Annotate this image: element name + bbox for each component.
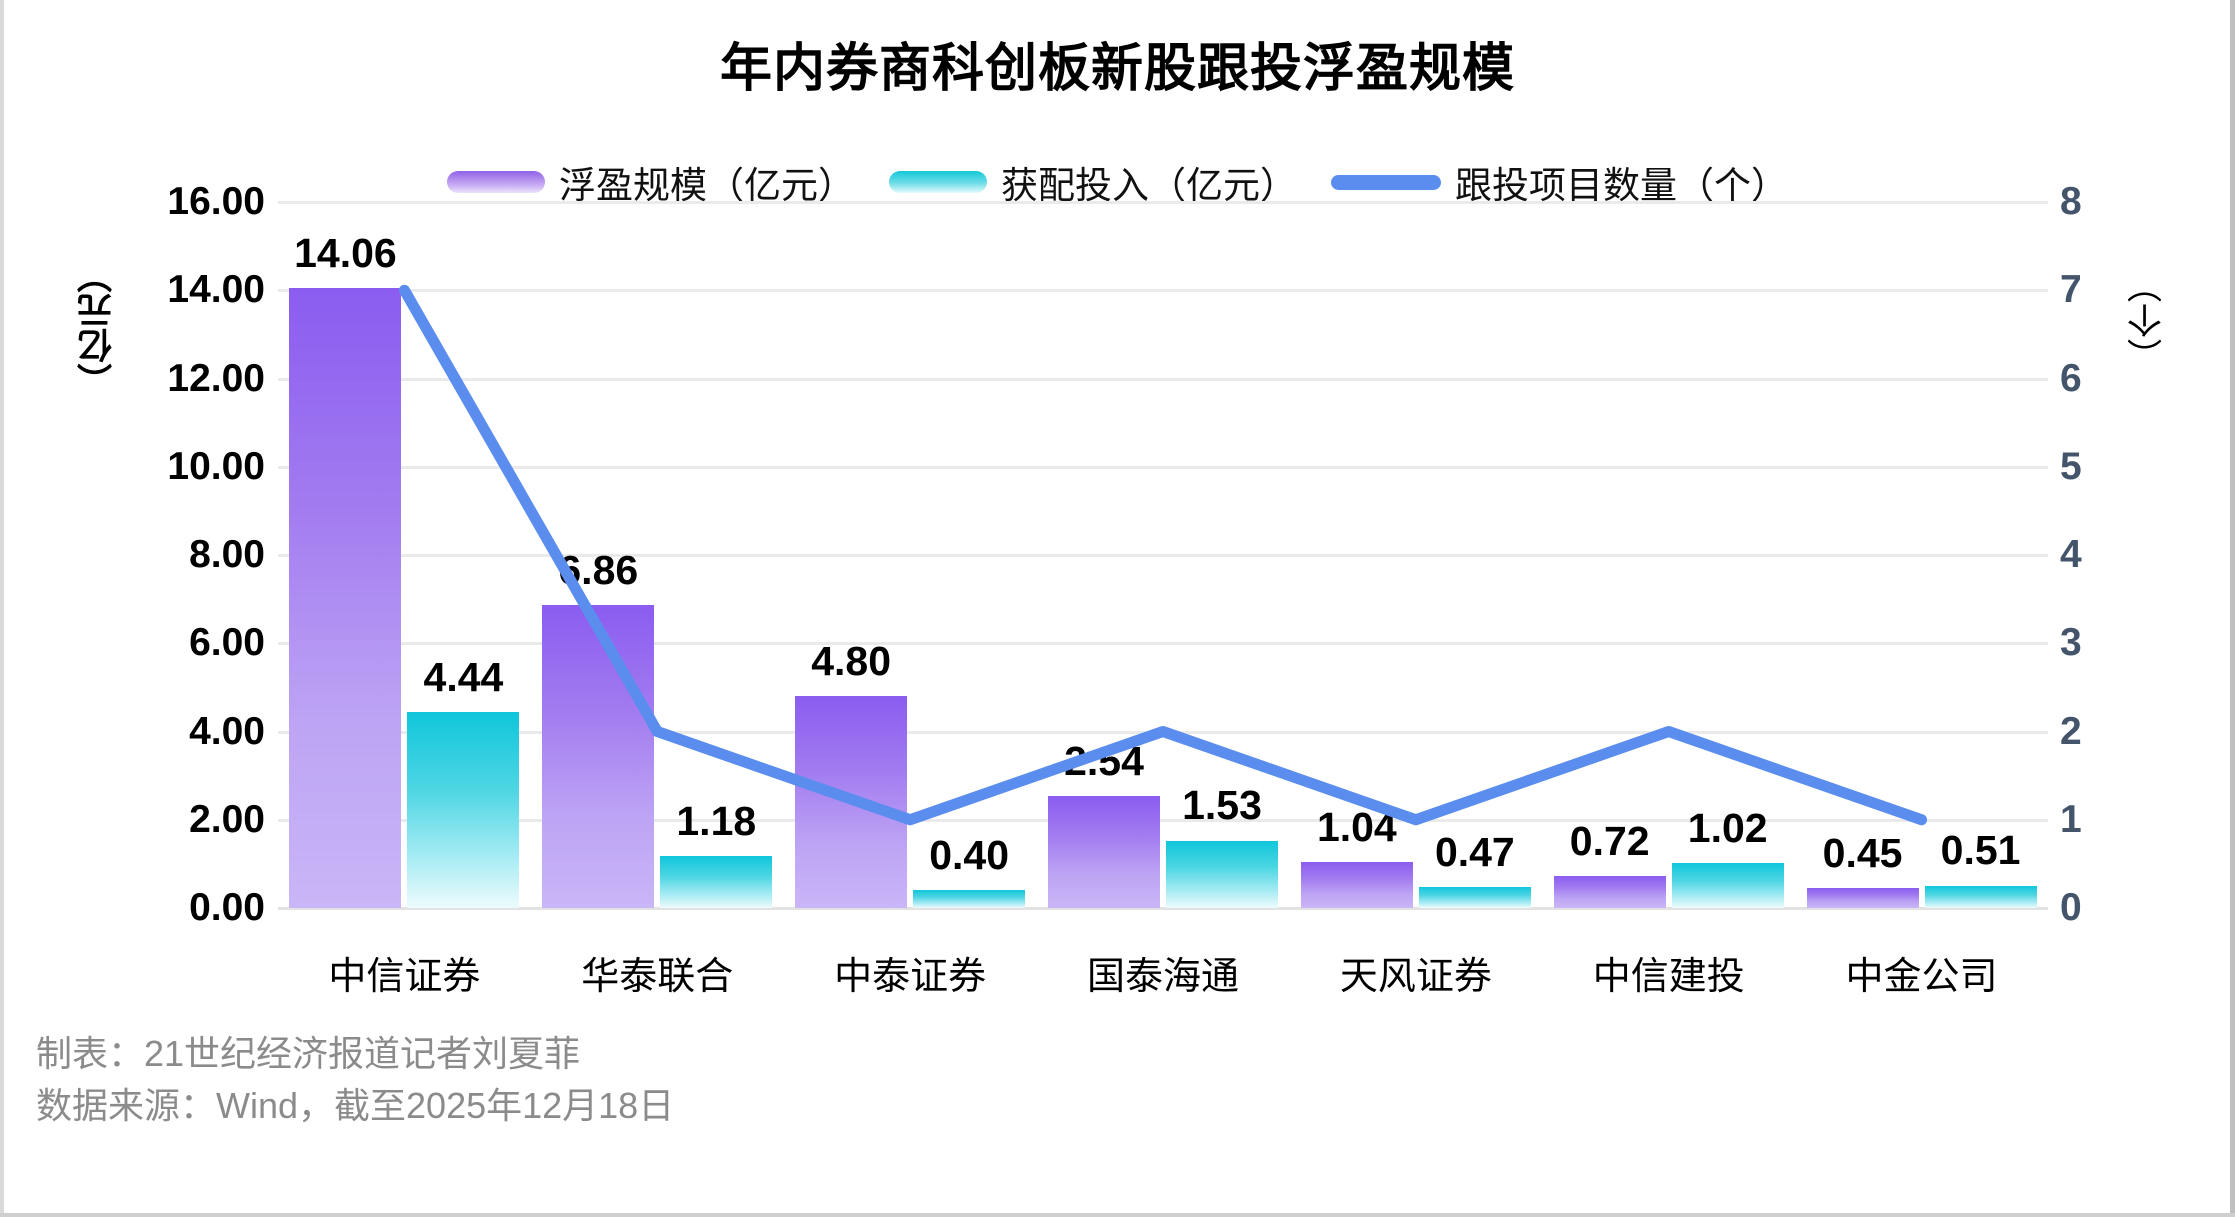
y-axis-right-ticks: 0 1 2 3 4 5 6 7 8 <box>2060 0 2120 1217</box>
bar-label-allocated-investment: 1.18 <box>676 797 757 844</box>
legend-label-floating-profit: 浮盈规模（亿元） <box>559 165 855 206</box>
bar-allocated-investment[interactable] <box>660 855 773 908</box>
legend-item-project-count[interactable]: 跟投项目数量（个） <box>1331 155 1788 209</box>
bar-label-floating-profit: 14.06 <box>294 229 397 276</box>
chart-title: 年内券商科创板新股跟投浮盈规模 <box>719 40 1515 98</box>
y-axis-left-tick-label: 14.00 <box>167 268 265 312</box>
bar-label-allocated-investment: 0.40 <box>929 832 1010 879</box>
x-axis-label: 中金公司 <box>1845 956 1998 998</box>
y-axis-right-tick-label: 0 <box>2060 886 2082 929</box>
bar-label-allocated-investment: 4.44 <box>423 654 504 701</box>
y-axis-right-tick-label: 5 <box>2060 444 2082 488</box>
footer-credit: 制表：21世纪经济报道记者刘夏菲 <box>36 1033 581 1074</box>
bar-allocated-investment[interactable] <box>407 712 520 908</box>
bar-label-allocated-investment: 1.53 <box>1182 782 1262 829</box>
x-axis-label: 中信建投 <box>1592 956 1745 998</box>
y-axis-right-tick-label: 1 <box>2060 797 2082 841</box>
legend-swatch-purple-icon <box>447 171 545 193</box>
canvas-bottom-edge <box>0 1213 2235 1217</box>
bar-label-floating-profit: 2.54 <box>1064 737 1144 784</box>
canvas-right-edge <box>2230 0 2235 1217</box>
bar-floating-profit[interactable] <box>289 287 402 908</box>
bar-allocated-investment[interactable] <box>1671 863 1784 908</box>
legend-swatch-line-icon <box>1331 174 1441 190</box>
y-axis-left-tick-label: 4.00 <box>189 709 265 753</box>
y-axis-right-tick-label: 8 <box>2060 180 2082 223</box>
y-axis-right-tick-label: 4 <box>2060 533 2082 576</box>
legend-swatch-cyan-icon <box>889 171 987 193</box>
legend-item-floating-profit[interactable]: 浮盈规模（亿元） <box>447 155 855 209</box>
bar-floating-profit[interactable] <box>1300 862 1413 908</box>
bar-allocated-investment[interactable] <box>913 890 1026 908</box>
bar-floating-profit[interactable] <box>542 605 655 908</box>
x-axis-label: 中泰证券 <box>834 956 987 998</box>
gridline <box>278 907 2048 910</box>
bar-floating-profit[interactable] <box>1553 876 1666 908</box>
canvas-left-edge <box>0 0 4 1217</box>
y-axis-left-tick-label: 8.00 <box>189 533 265 576</box>
bar-floating-profit[interactable] <box>1806 888 1919 908</box>
y-axis-left-tick-label: 2.00 <box>189 797 265 841</box>
bar-label-allocated-investment: 1.02 <box>1687 804 1768 851</box>
x-axis-label: 国泰海通 <box>1086 956 1240 998</box>
y-axis-left-tick-label: 16.00 <box>167 180 265 223</box>
bar-label-floating-profit: 4.80 <box>811 638 892 685</box>
bar-floating-profit[interactable] <box>1048 795 1160 908</box>
bar-label-floating-profit: 1.04 <box>1316 804 1397 851</box>
y-axis-right-tick-label: 7 <box>2060 268 2082 312</box>
y-axis-left-tick-label: 10.00 <box>167 444 265 488</box>
y-axis-left-tick-label: 12.00 <box>167 356 265 400</box>
y-axis-right-title: （个） <box>2128 268 2167 373</box>
y-axis-right-tick-label: 6 <box>2060 356 2082 400</box>
chart-footer: 制表：21世纪经济报道记者刘夏菲 数据来源：Wind，截至2025年12月18日 <box>36 1028 674 1132</box>
bar-label-floating-profit: 0.72 <box>1569 818 1650 865</box>
bar-floating-profit[interactable] <box>795 696 908 908</box>
legend-label-allocated-investment: 获配投入（亿元） <box>1001 165 1297 206</box>
x-axis-label: 天风证券 <box>1339 956 1492 998</box>
y-axis-left-tick-label: 0.00 <box>189 886 265 929</box>
gridline <box>278 201 2048 204</box>
x-axis-label: 中信证券 <box>328 956 481 998</box>
footer-source: 数据来源：Wind，截至2025年12月18日 <box>36 1085 675 1127</box>
bar-allocated-investment[interactable] <box>1166 840 1278 908</box>
x-axis-label: 华泰联合 <box>581 956 734 998</box>
bar-label-floating-profit: 6.86 <box>558 547 639 594</box>
y-axis-left-tick-label: 6.00 <box>189 621 265 665</box>
x-axis-labels: 中信证券 华泰联合 中泰证券 国泰海通 天风证券 中信建投 中金公司 <box>278 945 2048 1005</box>
y-axis-left-ticks: 0.00 2.00 4.00 6.00 8.00 10.00 12.00 14.00 16.00 <box>110 0 265 1217</box>
y-axis-right-tick-label: 3 <box>2060 621 2082 665</box>
legend-label-project-count: 跟投项目数量（个） <box>1455 165 1788 206</box>
bar-label-allocated-investment: 0.47 <box>1434 829 1515 876</box>
bar-allocated-investment[interactable] <box>1924 885 2037 908</box>
bar-allocated-investment[interactable] <box>1418 887 1531 908</box>
bar-label-floating-profit: 0.45 <box>1822 830 1903 877</box>
legend-item-allocated-investment[interactable]: 获配投入（亿元） <box>889 155 1297 209</box>
y-axis-right-tick-label: 2 <box>2060 709 2082 753</box>
bar-label-allocated-investment: 0.51 <box>1940 827 2021 874</box>
chart-legend: 浮盈规模（亿元） 获配投入（亿元） 跟投项目数量（个） <box>0 155 2235 209</box>
